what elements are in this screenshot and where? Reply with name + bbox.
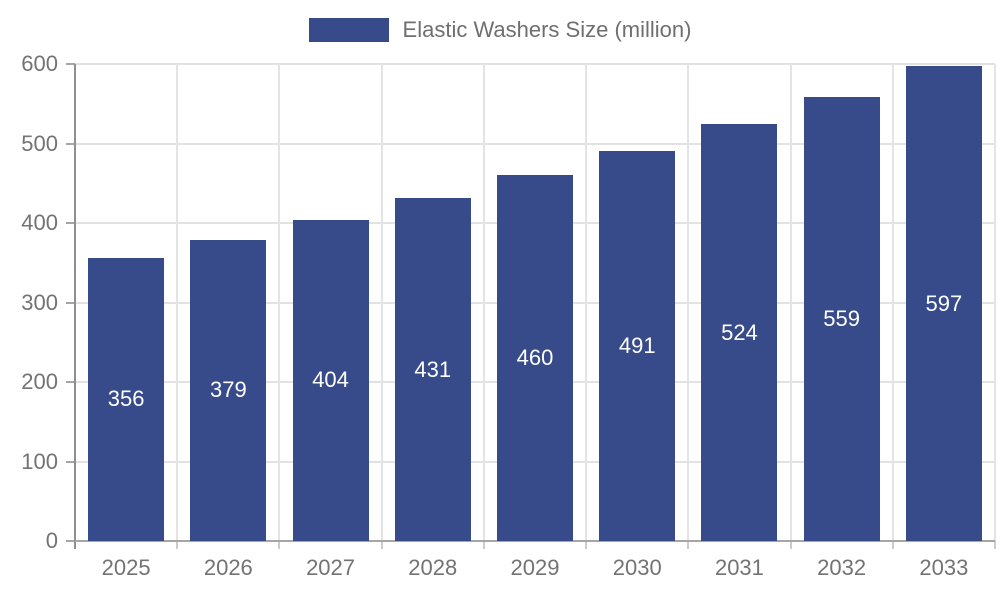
gridline-vertical — [994, 64, 996, 541]
gridline-horizontal — [75, 63, 995, 65]
gridline-vertical — [482, 64, 485, 541]
bar-value-label: 356 — [107, 386, 145, 412]
y-axis-tick — [66, 381, 75, 383]
y-axis-tick — [66, 460, 75, 463]
x-axis-tick — [585, 541, 588, 549]
bar-2032: 559 — [803, 96, 880, 541]
bar-value-label: 404 — [312, 367, 349, 393]
x-axis-tick-label: 2029 — [510, 555, 560, 580]
x-axis-tick-label: 2033 — [919, 555, 969, 580]
y-axis-tick-label: 300 — [21, 289, 58, 315]
x-axis-tick — [891, 541, 894, 549]
bar-2027: 404 — [292, 219, 369, 541]
bar-value-label: 559 — [823, 305, 861, 331]
y-axis-tick — [66, 540, 75, 542]
x-axis-tick — [789, 541, 792, 549]
gridline-vertical — [789, 64, 792, 541]
bar-2026: 379 — [190, 239, 267, 541]
x-axis-tick — [482, 541, 485, 549]
y-axis-line — [74, 64, 76, 549]
x-axis-tick-label: 2032 — [817, 555, 867, 580]
legend-label: Elastic Washers Size (million) — [402, 17, 692, 42]
x-axis-tick — [380, 541, 383, 549]
bar-value-label: 379 — [209, 377, 247, 403]
gridline-vertical — [687, 64, 690, 541]
bar-2031: 524 — [701, 124, 778, 541]
x-axis-tick-label: 2027 — [306, 555, 356, 580]
x-axis-tick — [687, 541, 690, 549]
bar-2029: 460 — [497, 175, 573, 541]
bar-2033: 597 — [905, 66, 982, 541]
y-axis-tick-label: 200 — [21, 369, 58, 394]
y-axis-tick-label: 500 — [21, 130, 58, 156]
x-axis-line — [75, 540, 995, 542]
y-axis-tick-label: 0 — [45, 528, 58, 553]
x-axis-tick — [994, 541, 996, 549]
gridline-vertical — [176, 64, 179, 541]
x-axis-tick-label: 2028 — [408, 555, 458, 580]
bar-2030: 491 — [599, 150, 676, 541]
y-axis-tick-label: 400 — [21, 210, 58, 235]
bar-value-label: 460 — [516, 345, 554, 371]
y-axis-tick — [66, 301, 75, 304]
bar-value-label: 524 — [721, 319, 758, 345]
x-axis-tick-label: 2031 — [714, 555, 764, 580]
y-axis-tick — [66, 63, 75, 65]
gridline-vertical — [278, 64, 281, 541]
x-axis-tick-label: 2026 — [203, 555, 253, 580]
legend[interactable]: Elastic Washers Size (million) — [0, 17, 1000, 43]
y-axis-tick-label: 600 — [21, 51, 58, 76]
y-axis-tick — [66, 142, 75, 145]
x-axis-tick-label: 2025 — [101, 555, 151, 580]
gridline-vertical — [380, 64, 383, 541]
x-axis-tick — [278, 541, 281, 549]
legend-swatch — [308, 18, 389, 42]
x-axis-tick — [176, 541, 179, 549]
gridline-vertical — [585, 64, 588, 541]
bar-2025: 356 — [88, 257, 165, 541]
gridline-vertical — [891, 64, 894, 541]
bar-2028: 431 — [394, 198, 471, 541]
bar-value-label: 431 — [414, 356, 452, 382]
bar-value-label: 491 — [618, 332, 656, 358]
x-axis-tick-label: 2030 — [612, 555, 662, 580]
y-axis-tick — [66, 222, 75, 224]
gridline-horizontal — [75, 142, 995, 145]
bar-value-label: 597 — [925, 290, 963, 316]
y-axis-tick-label: 100 — [21, 448, 58, 474]
